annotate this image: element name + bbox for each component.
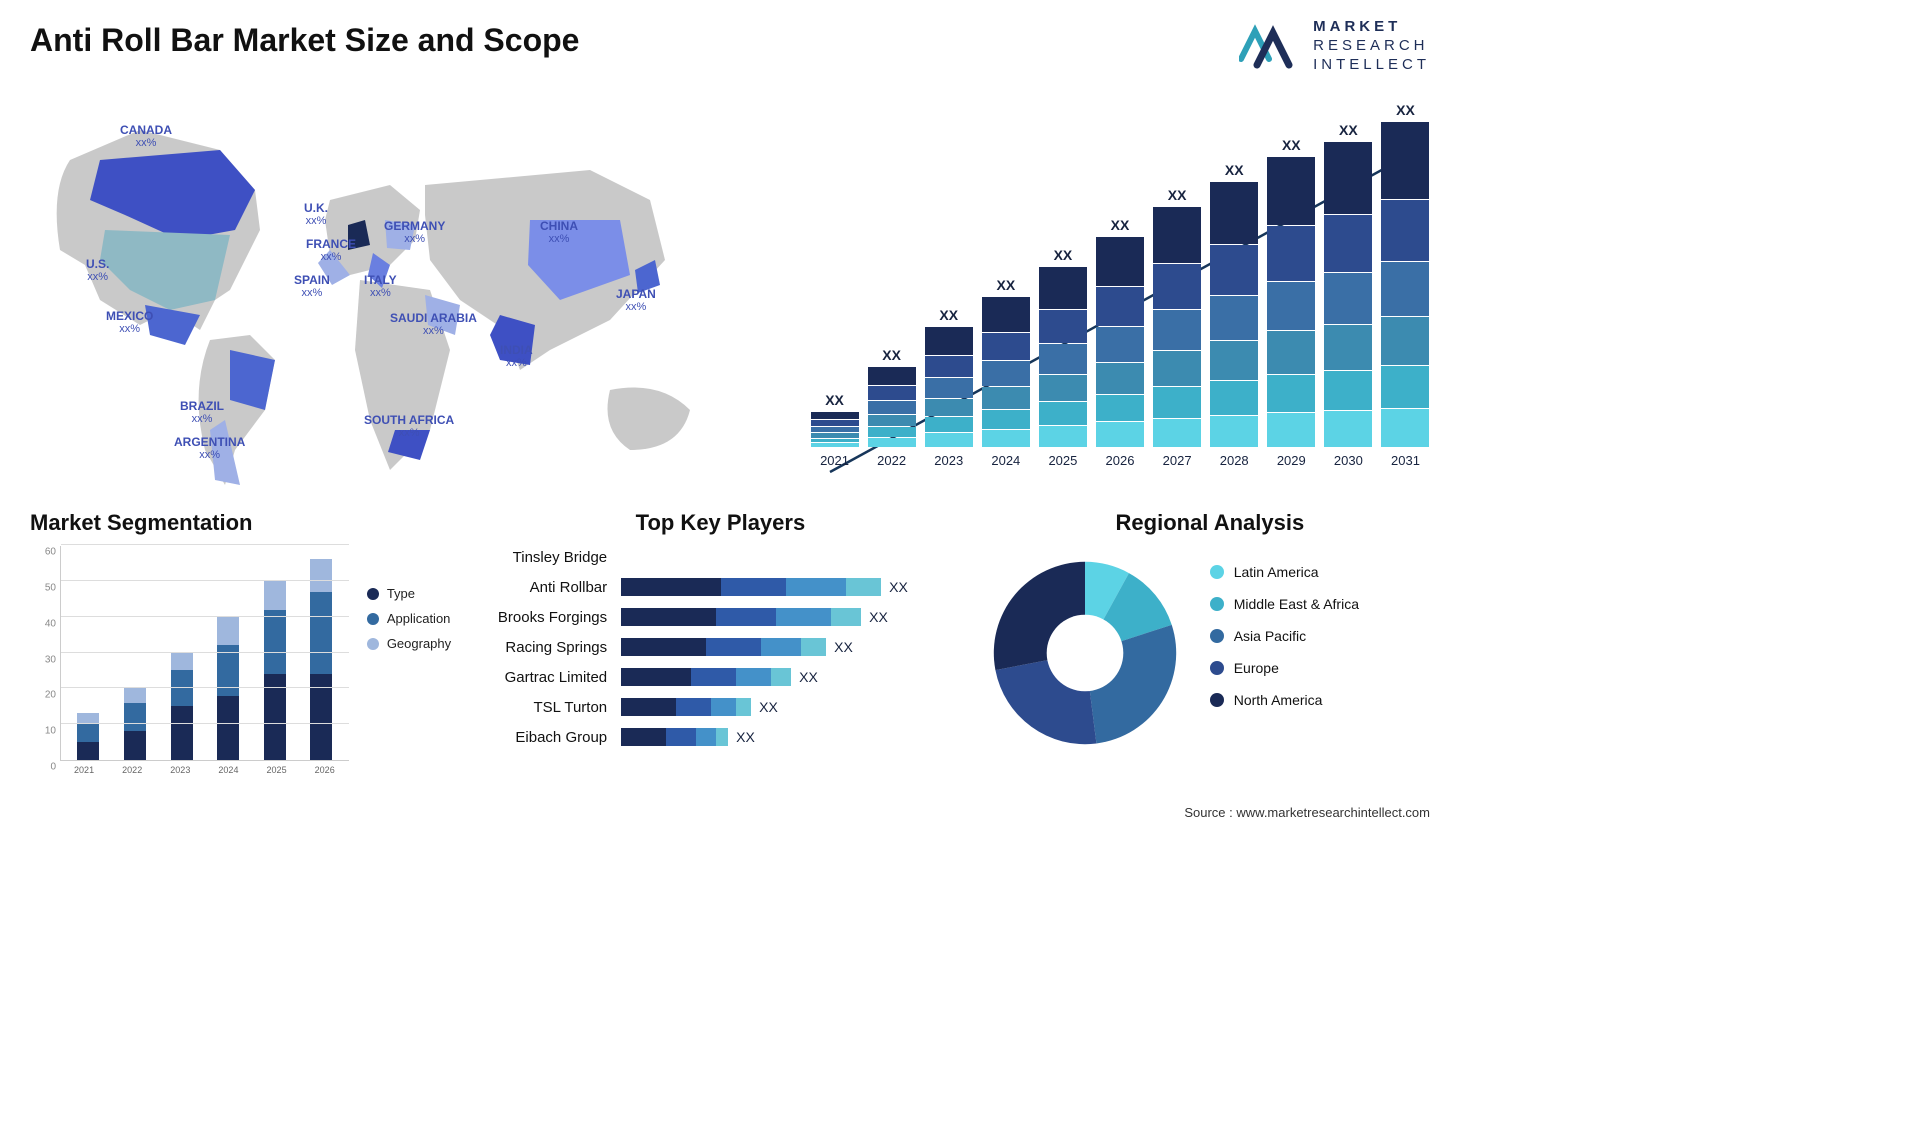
legend-item: Latin America (1210, 564, 1359, 580)
legend-item: Type (367, 586, 451, 601)
growth-chart-panel: XX2021XX2022XX2023XX2024XX2025XX2026XX20… (790, 90, 1430, 490)
growth-bar: XX2030 (1324, 122, 1373, 468)
map-label: GERMANYxx% (384, 220, 445, 245)
key-player-row: TSL TurtonXX (481, 696, 960, 718)
growth-bars: XX2021XX2022XX2023XX2024XX2025XX2026XX20… (810, 120, 1430, 468)
key-players-list: Tinsley Bridge Anti RollbarXX Brooks Forgi… (481, 546, 960, 748)
map-label: SAUDI ARABIAxx% (390, 312, 477, 337)
segmentation-bars (61, 546, 349, 760)
map-label: INDIAxx% (500, 344, 533, 369)
segmentation-bar (77, 713, 99, 760)
map-label: MEXICOxx% (106, 310, 153, 335)
key-players-panel: Top Key Players Tinsley Bridge Anti Rollb… (481, 510, 960, 792)
growth-bar: XX2026 (1095, 217, 1144, 468)
map-label: FRANCExx% (306, 238, 356, 263)
map-label: U.K.xx% (304, 202, 328, 227)
growth-bar: XX2023 (924, 307, 973, 468)
key-player-row: Eibach GroupXX (481, 726, 960, 748)
growth-bar: XX2021 (810, 392, 859, 468)
page-title: Anti Roll Bar Market Size and Scope (30, 22, 579, 59)
legend-item: Geography (367, 636, 451, 651)
map-label: CHINAxx% (540, 220, 578, 245)
regional-title: Regional Analysis (990, 510, 1430, 536)
brand-logo: MARKET RESEARCH INTELLECT (1239, 18, 1430, 74)
source-text: Source : www.marketresearchintellect.com (1184, 805, 1430, 820)
logo-text: MARKET RESEARCH INTELLECT (1313, 18, 1430, 74)
map-label: SPAINxx% (294, 274, 330, 299)
segmentation-bar (310, 559, 332, 760)
segmentation-chart: 0102030405060 (30, 546, 349, 761)
map-label: BRAZILxx% (180, 400, 224, 425)
map-label: CANADAxx% (120, 124, 172, 149)
regional-donut (990, 558, 1180, 748)
legend-item: North America (1210, 692, 1359, 708)
growth-bar: XX2027 (1153, 187, 1202, 468)
segmentation-title: Market Segmentation (30, 510, 451, 536)
map-label: ARGENTINAxx% (174, 436, 245, 461)
map-label: ITALYxx% (364, 274, 397, 299)
logo-chevrons-icon (1239, 21, 1301, 71)
segmentation-panel: Market Segmentation 0102030405060 202120… (30, 510, 451, 792)
key-players-title: Top Key Players (481, 510, 960, 536)
key-player-row: Racing SpringsXX (481, 636, 960, 658)
world-map-panel: CANADAxx% U.S.xx% MEXICOxx% BRAZILxx% ARGENT… (30, 90, 790, 490)
segmentation-bar (124, 688, 146, 760)
key-player-row: Anti RollbarXX (481, 576, 960, 598)
key-player-row: Gartrac LimitedXX (481, 666, 960, 688)
map-label: SOUTH AFRICAxx% (364, 414, 454, 439)
segmentation-bar (264, 581, 286, 760)
regional-legend: Latin America Middle East & Africa Asia Pa… (1210, 564, 1359, 724)
map-label: U.S.xx% (86, 258, 109, 283)
regional-panel: Regional Analysis Latin America Middle Ea… (990, 510, 1430, 792)
legend-item: Asia Pacific (1210, 628, 1359, 644)
legend-item: Application (367, 611, 451, 626)
map-label: JAPANxx% (616, 288, 656, 313)
growth-bar: XX2029 (1267, 137, 1316, 468)
segmentation-bar (171, 653, 193, 760)
growth-bar: XX2028 (1210, 162, 1259, 468)
segmentation-legend: Type Application Geography (367, 586, 451, 775)
growth-bar: XX2025 (1038, 247, 1087, 468)
growth-bar: XX2031 (1381, 102, 1430, 468)
growth-bar: XX2024 (981, 277, 1030, 468)
key-player-row: Brooks ForgingsXX (481, 606, 960, 628)
key-player-row: Tinsley Bridge (481, 546, 960, 568)
growth-bar: XX2022 (867, 347, 916, 468)
legend-item: Europe (1210, 660, 1359, 676)
segmentation-bar (217, 617, 239, 760)
legend-item: Middle East & Africa (1210, 596, 1359, 612)
